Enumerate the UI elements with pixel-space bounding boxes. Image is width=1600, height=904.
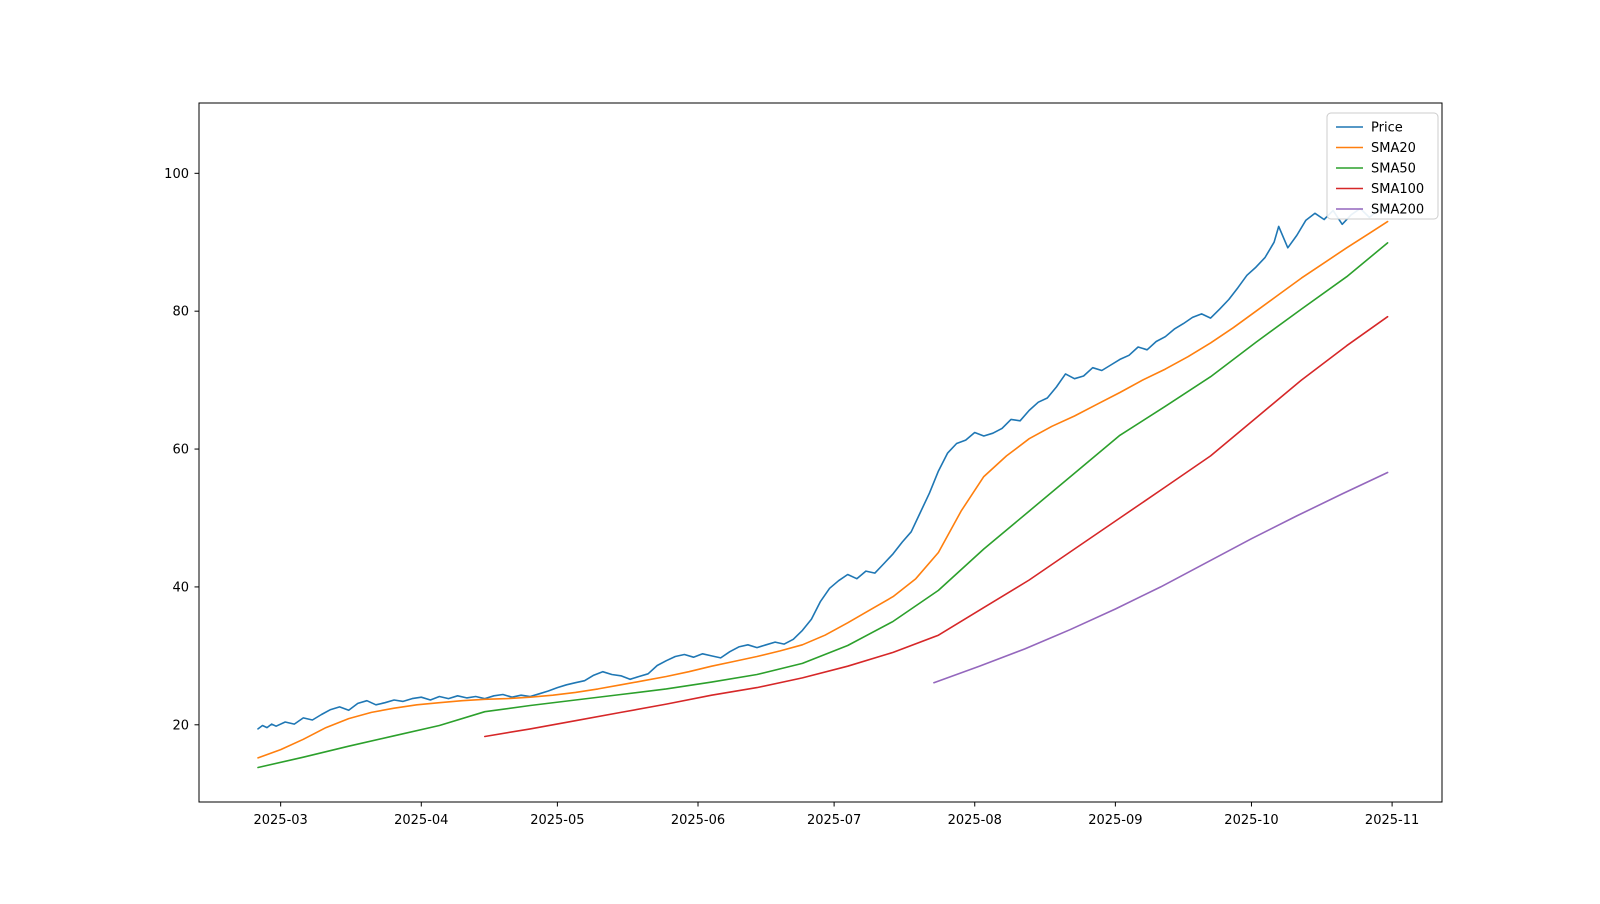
legend-label-sma200: SMA200 — [1371, 203, 1424, 218]
plot-area — [198, 102, 1443, 803]
x-tick-label: 2025-06 — [671, 813, 725, 828]
x-tick-label: 2025-05 — [530, 813, 584, 828]
legend-box — [1326, 112, 1439, 220]
y-tick-label: 20 — [172, 718, 189, 733]
series-price-line — [257, 207, 1389, 730]
y-tick-label: 60 — [172, 443, 189, 458]
legend-label-price: Price — [1371, 121, 1403, 136]
series-sma20-line — [257, 220, 1389, 759]
x-tick-label: 2025-08 — [948, 813, 1002, 828]
legend-label-sma50: SMA50 — [1371, 162, 1416, 177]
y-tick-label: 100 — [164, 167, 189, 182]
x-tick-label: 2025-07 — [807, 813, 861, 828]
x-tick-label: 2025-11 — [1365, 813, 1419, 828]
legend-label-sma20: SMA20 — [1371, 141, 1416, 156]
y-tick-label: 80 — [172, 305, 189, 320]
x-tick-label: 2025-09 — [1088, 813, 1142, 828]
x-tick-label: 2025-03 — [253, 813, 307, 828]
series-sma200-line — [933, 471, 1389, 684]
legend-label-sma100: SMA100 — [1371, 182, 1424, 197]
x-tick-label: 2025-10 — [1224, 813, 1278, 828]
x-tick-label: 2025-04 — [394, 813, 448, 828]
y-tick-label: 40 — [172, 580, 189, 595]
series-sma50-line — [257, 242, 1389, 769]
series-sma100-line — [484, 315, 1389, 738]
